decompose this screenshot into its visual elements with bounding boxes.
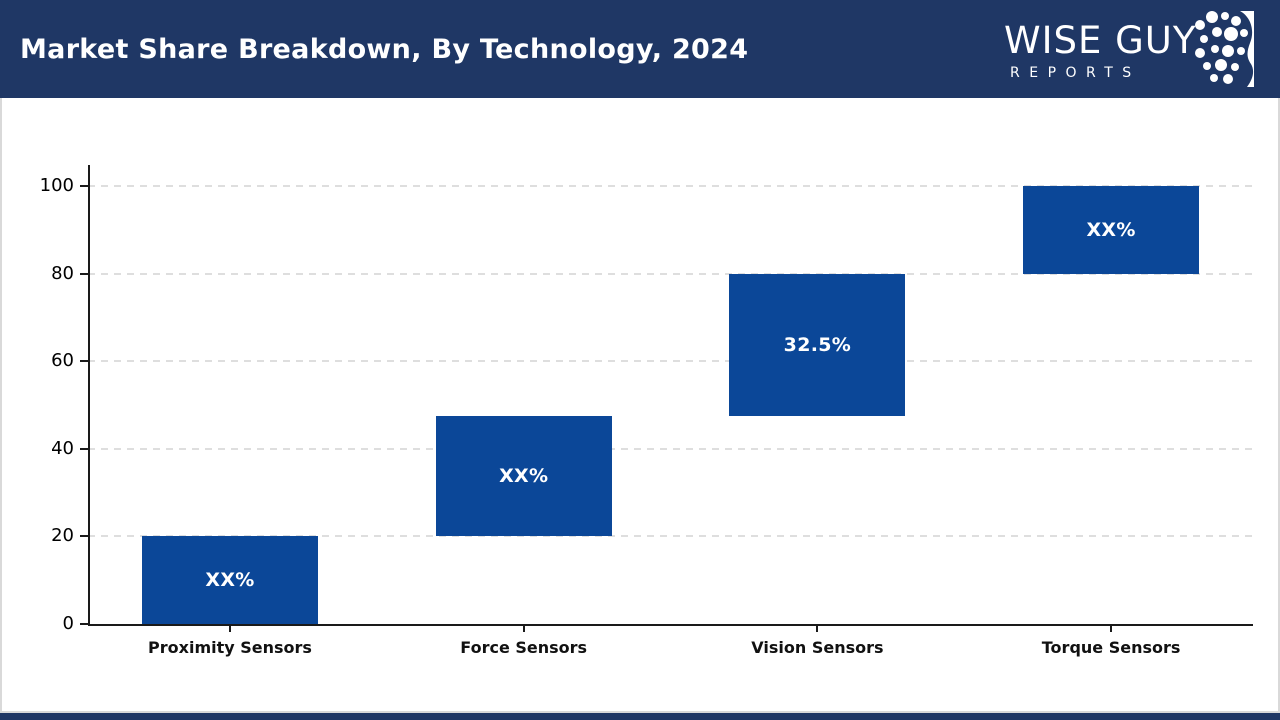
y-tick-label: 60 — [51, 350, 74, 372]
x-axis-spine — [88, 624, 1253, 626]
x-axis-label: Force Sensors — [460, 638, 588, 657]
gridline — [88, 360, 1253, 363]
page-title: Market Share Breakdown, By Technology, 2… — [20, 33, 749, 65]
bar-force-sensors: XX% — [435, 415, 612, 537]
y-axis-spine — [88, 165, 90, 626]
bar-proximity-sensors: XX% — [142, 536, 318, 624]
y-axis-tick — [80, 272, 88, 275]
x-axis-tick — [1110, 626, 1113, 632]
y-tick-label: 40 — [51, 437, 74, 459]
y-tick-label: 20 — [51, 525, 74, 547]
header: Market Share Breakdown, By Technology, 2… — [0, 0, 1280, 98]
bar-value-label: XX% — [1086, 218, 1136, 241]
logo-head-dots — [1195, 11, 1254, 87]
gridline — [88, 447, 1253, 450]
y-axis-tick — [80, 185, 88, 187]
y-axis-tick — [80, 447, 88, 450]
y-axis-tick — [80, 623, 88, 625]
x-axis-tick — [522, 626, 525, 632]
gridline — [88, 535, 1253, 538]
logo-wordmark: WISE GUY — [1004, 19, 1196, 62]
bar-value-label: XX% — [499, 465, 549, 488]
y-axis-tick — [80, 360, 88, 363]
bar-vision-sensors: 32.5% — [729, 273, 906, 416]
y-tick-label: 80 — [51, 262, 74, 284]
y-tick-label: 0 — [62, 613, 74, 634]
bar-value-label: 32.5% — [783, 333, 852, 356]
brand-logo: WISE GUY REPORTS — [1004, 9, 1254, 89]
x-axis-label: Proximity Sensors — [148, 638, 312, 657]
x-axis-label: Vision Sensors — [751, 638, 884, 657]
x-axis-label: Torque Sensors — [1041, 638, 1181, 657]
bar-torque-sensors: XX% — [1023, 186, 1200, 274]
x-axis-tick — [229, 626, 231, 632]
bar-value-label: XX% — [205, 569, 255, 592]
gridline — [88, 185, 1253, 187]
y-axis-tick — [80, 535, 88, 538]
footer-accent-bar — [0, 713, 1280, 720]
x-axis-tick — [816, 626, 819, 632]
logo-subtitle: REPORTS — [1010, 65, 1141, 81]
gridline — [88, 272, 1253, 275]
y-tick-label: 100 — [39, 175, 74, 196]
wise-guy-reports-logo-graphic: WISE GUY REPORTS — [1004, 11, 1254, 87]
